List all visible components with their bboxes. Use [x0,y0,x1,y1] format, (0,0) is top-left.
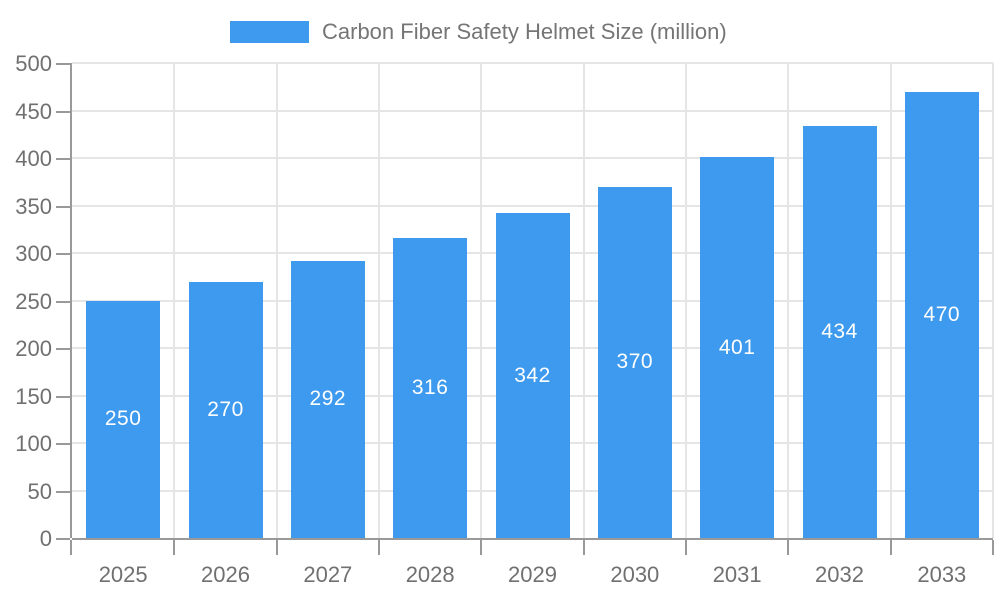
y-tick-label-350: 350 [15,193,52,219]
y-tick-label-0: 0 [39,526,52,551]
bar-value-label: 342 [514,363,551,387]
y-tick-label-500: 500 [15,51,52,76]
bar-value-label: 401 [718,335,756,359]
y-axis-tick [56,63,70,65]
y-tick-label-450: 450 [15,98,52,124]
legend-label: Carbon Fiber Safety Helmet Size (million… [322,19,727,44]
x-axis-line [72,538,993,540]
legend-swatch-icon [230,21,309,43]
gridline-vertical [173,63,176,538]
legend[interactable]: Carbon Fiber Safety Helmet Size (million… [230,10,727,54]
bar-2032[interactable]: 434 [802,125,877,538]
bar-2025[interactable]: 250 [86,300,161,538]
y-tick-label-400: 400 [15,146,52,171]
gridline-horizontal [72,109,993,112]
gridline-vertical [582,63,585,538]
y-tick-label-250: 250 [15,288,52,314]
bar-value-label: 316 [411,375,449,399]
y-axis-tick [56,538,70,540]
x-tick-label-2025: 2025 [98,562,148,587]
y-axis-tick [56,158,70,160]
plot-area: 250 270 292 316 342 370 401 434 470 [72,62,994,538]
bar-2031[interactable]: 401 [700,157,775,538]
x-tick-label-2027: 2027 [303,562,353,587]
bar-value-label: 434 [821,319,858,343]
bar-2027[interactable]: 292 [290,260,365,538]
y-tick-label-100: 100 [15,431,52,456]
gridline-vertical [787,63,790,538]
x-axis-tick [685,540,687,555]
y-axis-tick [56,110,70,113]
x-axis-tick [992,540,994,555]
x-tick-label-2031: 2031 [712,562,762,587]
y-axis-tick [56,253,70,255]
gridline-vertical [889,63,892,538]
x-tick-label-2026: 2026 [201,562,250,587]
gridline-vertical [992,63,994,538]
x-tick-label-2030: 2030 [610,562,660,587]
y-tick-label-200: 200 [15,336,52,361]
y-axis-tick [56,205,70,208]
bar-2028[interactable]: 316 [393,237,468,538]
y-axis-tick [56,443,70,445]
y-axis-tick [56,395,70,398]
x-axis-tick [480,540,483,555]
y-axis-tick [56,300,70,303]
x-axis-tick [173,540,176,555]
bar-2029[interactable]: 342 [495,213,570,538]
bar-2033[interactable]: 470 [904,91,979,538]
x-axis-tick [378,540,380,555]
x-axis-tick [889,540,892,555]
bar-2026[interactable]: 270 [188,281,263,538]
gridline-vertical [480,63,483,538]
bar-value-label: 292 [309,387,347,411]
x-tick-label-2029: 2029 [508,562,557,587]
gridline-horizontal [72,62,993,64]
y-axis-line [70,63,72,538]
y-tick-label-50: 50 [27,478,52,504]
y-tick-label-300: 300 [15,241,52,266]
bar-value-label: 250 [104,407,142,431]
bar-value-label: 470 [923,302,961,326]
y-tick-label-150: 150 [15,383,52,409]
gridline-horizontal [72,157,993,159]
x-axis-tick [70,540,72,555]
x-tick-label-2028: 2028 [405,562,455,587]
bar-value-label: 270 [207,397,244,421]
x-axis-tick [582,540,585,555]
y-axis-tick [56,490,70,493]
y-axis-tick [56,348,70,350]
x-axis-tick [787,540,790,555]
x-tick-label-2032: 2032 [815,562,864,587]
x-tick-label-2033: 2033 [917,562,967,587]
bar-2030[interactable]: 370 [597,186,672,538]
gridline-vertical [275,63,278,538]
gridline-vertical [378,63,380,538]
x-axis-tick [275,540,278,555]
bar-value-label: 370 [616,350,654,374]
gridline-horizontal [72,204,993,207]
gridline-vertical [685,63,687,538]
